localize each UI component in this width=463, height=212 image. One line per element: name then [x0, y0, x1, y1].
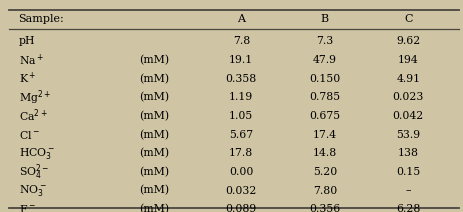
Text: 5.67: 5.67 — [229, 130, 253, 140]
Text: 9.62: 9.62 — [395, 36, 419, 46]
Text: HCO$_3^-$: HCO$_3^-$ — [19, 146, 54, 161]
Text: 0.150: 0.150 — [308, 74, 340, 84]
Text: 14.8: 14.8 — [312, 148, 336, 158]
Text: 0.356: 0.356 — [308, 204, 340, 212]
Text: Ca$^{2+}$: Ca$^{2+}$ — [19, 108, 47, 124]
Text: (mM): (mM) — [139, 111, 169, 121]
Text: 0.15: 0.15 — [395, 167, 419, 177]
Text: 0.358: 0.358 — [225, 74, 257, 84]
Text: 1.19: 1.19 — [229, 92, 253, 102]
Text: 194: 194 — [397, 55, 418, 65]
Text: (mM): (mM) — [139, 55, 169, 65]
Text: Mg$^{2+}$: Mg$^{2+}$ — [19, 88, 50, 107]
Text: 0.785: 0.785 — [308, 92, 340, 102]
Text: 0.042: 0.042 — [392, 111, 423, 121]
Text: 7.80: 7.80 — [312, 186, 336, 196]
Text: 47.9: 47.9 — [312, 55, 336, 65]
Text: (mM): (mM) — [139, 130, 169, 140]
Text: Na$^+$: Na$^+$ — [19, 52, 44, 68]
Text: (mM): (mM) — [139, 74, 169, 84]
Text: 7.3: 7.3 — [315, 36, 333, 46]
Text: 0.089: 0.089 — [225, 204, 257, 212]
Text: 4.91: 4.91 — [395, 74, 419, 84]
Text: (mM): (mM) — [139, 167, 169, 177]
Text: Sample:: Sample: — [19, 14, 64, 24]
Text: 17.8: 17.8 — [229, 148, 253, 158]
Text: C: C — [403, 14, 412, 24]
Text: (mM): (mM) — [139, 204, 169, 212]
Text: A: A — [237, 14, 245, 24]
Text: F$^-$: F$^-$ — [19, 203, 35, 212]
Text: 0.675: 0.675 — [308, 111, 340, 121]
Text: –: – — [405, 186, 410, 196]
Text: B: B — [320, 14, 328, 24]
Text: 1.05: 1.05 — [229, 111, 253, 121]
Text: SO$_4^{2-}$: SO$_4^{2-}$ — [19, 162, 49, 182]
Text: pH: pH — [19, 36, 35, 46]
Text: 6.28: 6.28 — [395, 204, 419, 212]
Text: Cl$^-$: Cl$^-$ — [19, 129, 39, 141]
Text: 5.20: 5.20 — [312, 167, 336, 177]
Text: 0.023: 0.023 — [392, 92, 423, 102]
Text: (mM): (mM) — [139, 92, 169, 102]
Text: 53.9: 53.9 — [395, 130, 419, 140]
Text: 7.8: 7.8 — [232, 36, 250, 46]
Text: (mM): (mM) — [139, 148, 169, 158]
Text: 0.00: 0.00 — [229, 167, 253, 177]
Text: 138: 138 — [397, 148, 418, 158]
Text: (mM): (mM) — [139, 186, 169, 196]
Text: NO$_3^-$: NO$_3^-$ — [19, 183, 46, 198]
Text: 0.032: 0.032 — [225, 186, 257, 196]
Text: 19.1: 19.1 — [229, 55, 253, 65]
Text: 17.4: 17.4 — [312, 130, 336, 140]
Text: K$^+$: K$^+$ — [19, 71, 36, 86]
